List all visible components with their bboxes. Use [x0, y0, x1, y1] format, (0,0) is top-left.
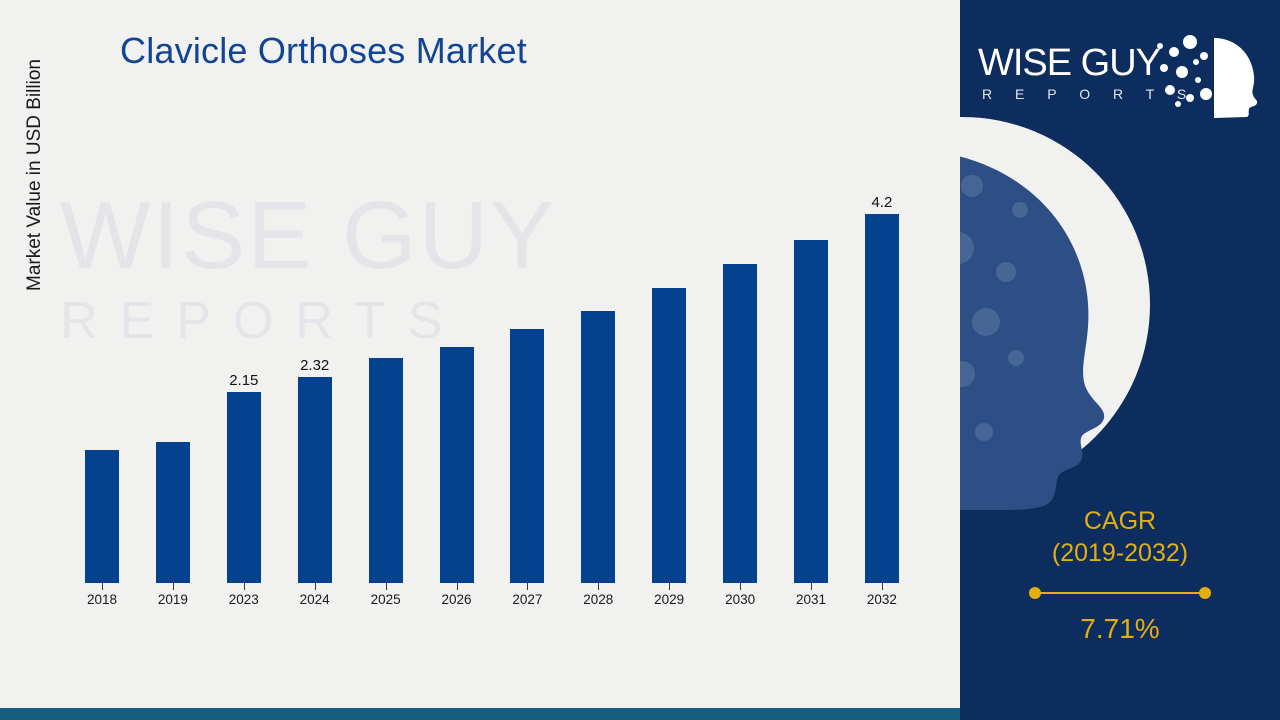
bottom-accent-strip [0, 708, 960, 720]
x-axis-label-2026: 2026 [441, 592, 472, 607]
page-title: Clavicle Orthoses Market [120, 30, 527, 71]
x-axis-label-2029: 2029 [654, 592, 685, 607]
x-axis-label-2025: 2025 [370, 592, 401, 607]
bar-chart-plot: 2018 2019 2.15 2023 2.32 2024 2025 2026 2027 2028… [85, 194, 899, 607]
molecule-dots-pattern [960, 175, 1028, 441]
x-axis-label-2023: 2023 [228, 592, 259, 607]
x-axis-label-2027: 2027 [512, 592, 543, 607]
logo-tagline: R E P O R T S [982, 86, 1196, 102]
logo-wordmark: WISE GUY [978, 42, 1161, 84]
x-tick-2018 [102, 583, 103, 590]
x-tick-2027 [527, 583, 529, 590]
cagr-title-line2: (2019-2032) [1051, 539, 1189, 567]
bar-2027 [510, 329, 545, 583]
cagr-value: 7.71% [1080, 613, 1160, 644]
bar-2019 [155, 442, 190, 583]
x-tick-2026 [456, 583, 458, 590]
x-axis-label-2028: 2028 [583, 592, 614, 607]
x-tick-2029 [669, 583, 671, 590]
x-axis-label-2019: 2019 [157, 592, 188, 607]
bar-value-label-2023: 2.15 [229, 372, 259, 389]
wiseguy-logo: WISE GUY R E P O R T S [968, 28, 1268, 118]
cagr-title-line1: CAGR [1083, 507, 1157, 535]
bar-2028 [581, 311, 616, 583]
cagr-block: CAGR (2019-2032) 7.71% [960, 505, 1280, 645]
x-tick-2023 [243, 583, 245, 590]
bar-2026 [439, 347, 474, 583]
x-tick-2030 [740, 583, 742, 590]
x-axis-label-2018: 2018 [86, 592, 118, 607]
x-axis-label-2030: 2030 [725, 592, 756, 607]
bar-2025 [368, 358, 403, 583]
divider-line [1035, 592, 1205, 594]
bar-2030 [723, 264, 758, 583]
brand-panel: WISE GUY R E P O R T S CAGR (2019-2032) [960, 0, 1280, 720]
x-tick-2019 [172, 583, 174, 590]
x-tick-2031 [811, 583, 812, 590]
x-axis-label-2032: 2032 [866, 592, 897, 607]
bar-2032 [864, 214, 899, 583]
x-tick-2025 [385, 583, 387, 590]
bar-2018 [85, 450, 119, 583]
bar-2029 [652, 288, 687, 583]
x-axis-label-2024: 2024 [299, 592, 330, 607]
x-axis-label-2031: 2031 [795, 592, 827, 607]
bar-2024 [297, 377, 332, 583]
x-tick-2024 [314, 583, 316, 590]
x-tick-2028 [598, 583, 600, 590]
x-tick-2032 [881, 583, 883, 590]
bar-2023 [226, 392, 261, 583]
head-silhouette-icon [960, 156, 1105, 510]
bar-2031 [794, 240, 828, 583]
chart-area: WISE GUY REPORTS Clavicle Orthoses Marke… [0, 30, 960, 720]
cagr-divider [1029, 587, 1211, 599]
bar-value-label-2024: 2.32 [300, 357, 330, 374]
divider-dot-right [1199, 587, 1211, 599]
logo-head-icon [1157, 35, 1258, 118]
bar-value-label-2032: 4.2 [871, 194, 893, 211]
